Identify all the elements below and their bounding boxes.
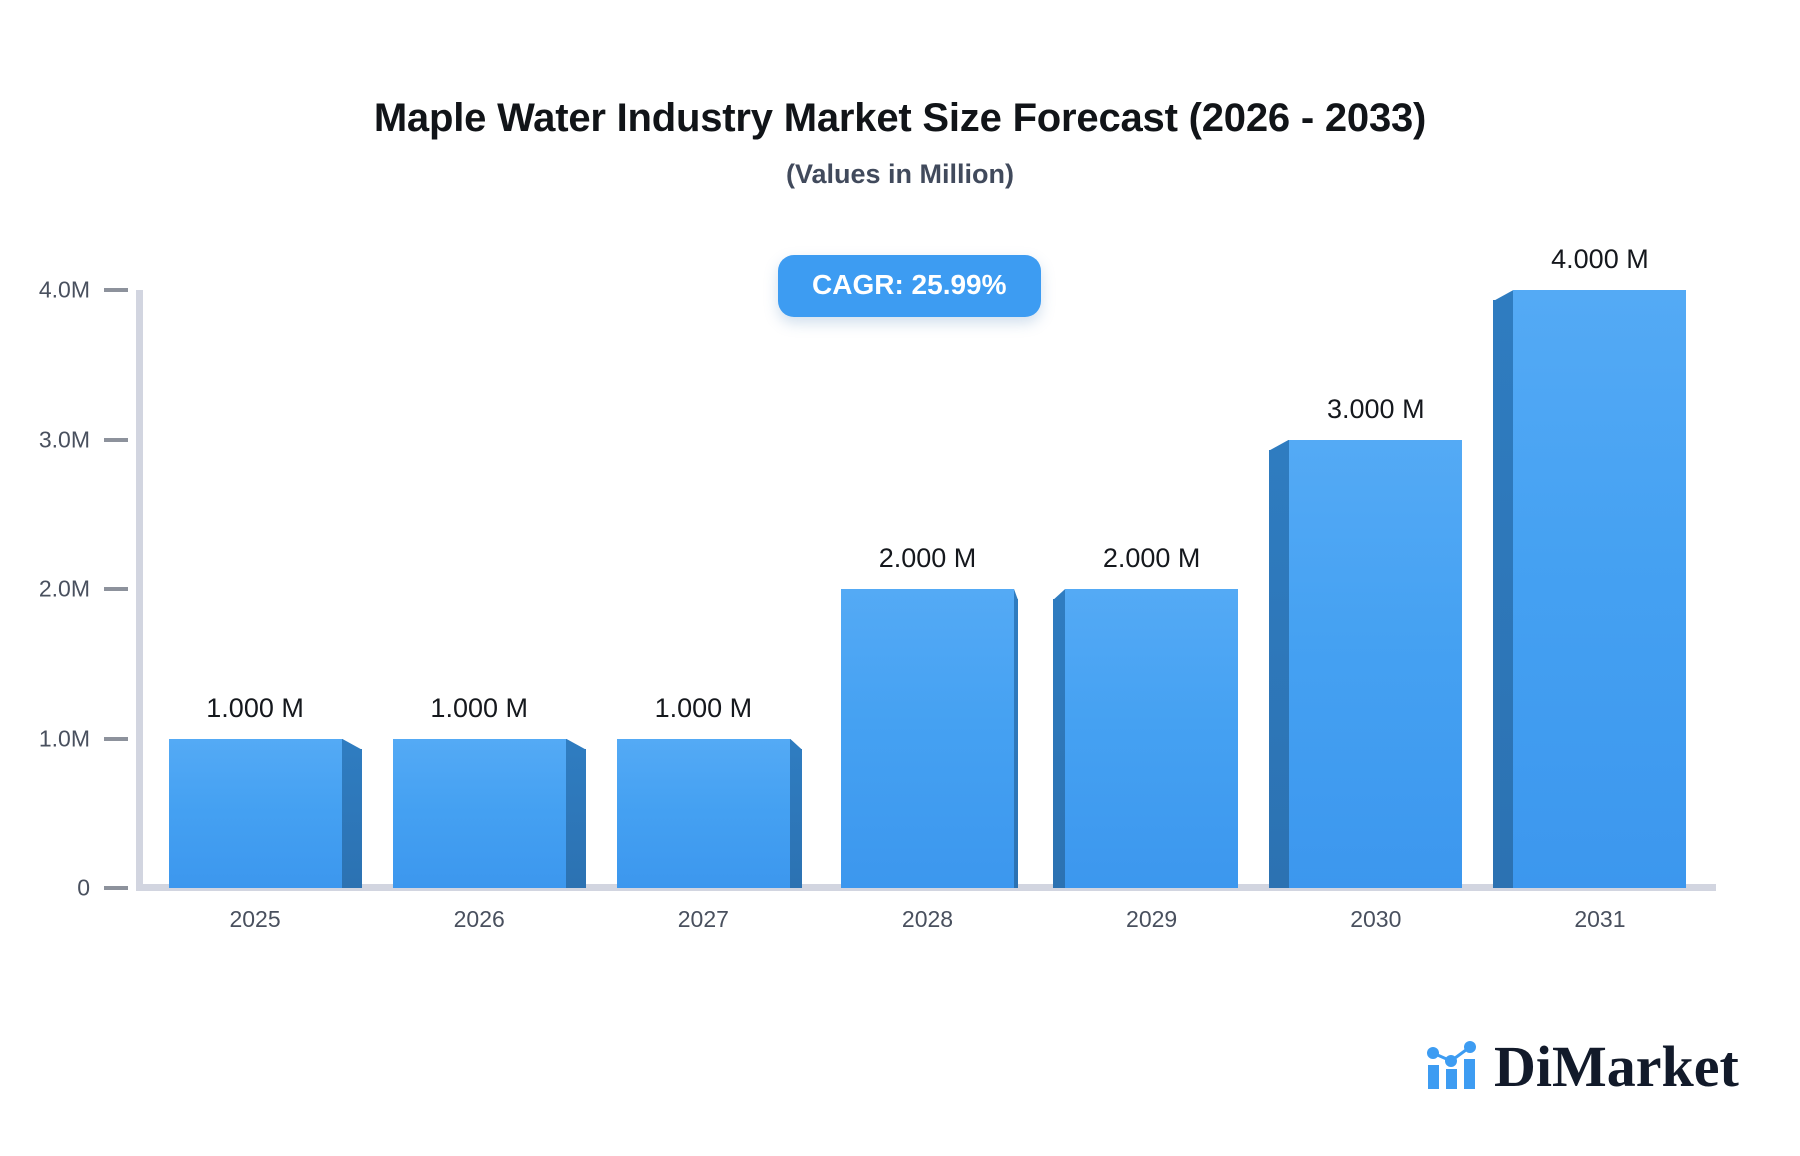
x-axis-tick-label: 2030 — [1350, 906, 1402, 932]
x-axis-tick-label: 2027 — [677, 906, 729, 932]
bar-top-bevel — [1269, 439, 1290, 451]
bar-value-label: 1.000 M — [206, 692, 304, 723]
bar-2025[interactable]: 1.000 M — [168, 693, 362, 888]
bar-front-face — [1513, 290, 1687, 888]
bar-top-bevel — [1053, 589, 1066, 600]
bar-2028[interactable]: 2.000 M — [841, 543, 1018, 888]
bar-front-face — [168, 738, 342, 888]
bar-value-label: 1.000 M — [654, 692, 753, 723]
y-axis-tick-label: 3.0M — [38, 426, 90, 452]
y-axis-tick — [104, 886, 128, 890]
bar-front-face — [616, 738, 790, 888]
chart-subtitle: (Values in Million) — [785, 159, 1015, 189]
bar-top-bevel — [789, 738, 802, 750]
page-title: Maple Water Industry Market Size Forecas… — [373, 96, 1427, 140]
bar-chart-logo-icon — [1424, 1039, 1480, 1096]
x-axis-tick-label: 2026 — [453, 906, 505, 932]
bar-top-bevel — [1014, 589, 1018, 600]
bar-front-face — [1289, 439, 1463, 888]
bar-top-bevel — [341, 738, 362, 750]
bar-value-label: 4.000 M — [1551, 244, 1649, 274]
bar-side-panel — [565, 748, 586, 888]
bar-2026[interactable]: 1.000 M — [392, 693, 586, 888]
bar-side-panel — [1269, 449, 1290, 888]
bar-value-label: 2.000 M — [878, 543, 977, 573]
bar-2030[interactable]: 3.000 M — [1269, 394, 1463, 888]
x-axis-tick-label: 2025 — [229, 906, 281, 932]
x-axis-tick-label: 2028 — [901, 906, 954, 932]
bar-front-face — [392, 738, 566, 888]
bar-2027[interactable]: 1.000 M — [616, 693, 802, 888]
y-axis-tick-label: 2.0M — [38, 575, 90, 602]
dimarket-logo: DiMarket — [1424, 1038, 1739, 1096]
y-axis-tick — [104, 288, 128, 292]
bar-side-panel — [1014, 599, 1018, 888]
y-axis-tick-label: 4.0M — [38, 276, 90, 303]
bar-value-label: 1.000 M — [430, 692, 528, 723]
bar-front-face — [1065, 589, 1239, 888]
y-axis-tick-label: 1.0M — [38, 725, 90, 751]
title-block: Maple Water Industry Market Size Forecas… — [0, 95, 1800, 190]
y-axis-tick-label: 0 — [77, 874, 90, 901]
logo-text: DiMarket — [1494, 1034, 1739, 1099]
y-axis-tick — [104, 736, 128, 741]
y-axis-tick — [104, 587, 128, 591]
bar-value-label: 3.000 M — [1327, 393, 1425, 424]
bar-2031[interactable]: 4.000 M — [1493, 244, 1687, 888]
bar-side-panel — [1053, 599, 1066, 888]
bar-top-bevel — [1493, 290, 1514, 301]
x-axis-tick-label: 2029 — [1126, 906, 1178, 932]
y-axis-tick — [104, 437, 128, 442]
bar-front-face — [841, 589, 1014, 888]
bar-2029[interactable]: 2.000 M — [1053, 543, 1239, 888]
bar-side-panel — [789, 748, 802, 888]
y-axis-line — [136, 290, 143, 888]
bar-value-label: 2.000 M — [1102, 543, 1201, 573]
x-axis-tick-label: 2031 — [1574, 906, 1626, 932]
bar-side-panel — [341, 748, 362, 888]
bar-top-bevel — [565, 738, 586, 750]
bar-side-panel — [1493, 300, 1514, 888]
cagr-badge: CAGR: 25.99% — [778, 255, 1041, 317]
